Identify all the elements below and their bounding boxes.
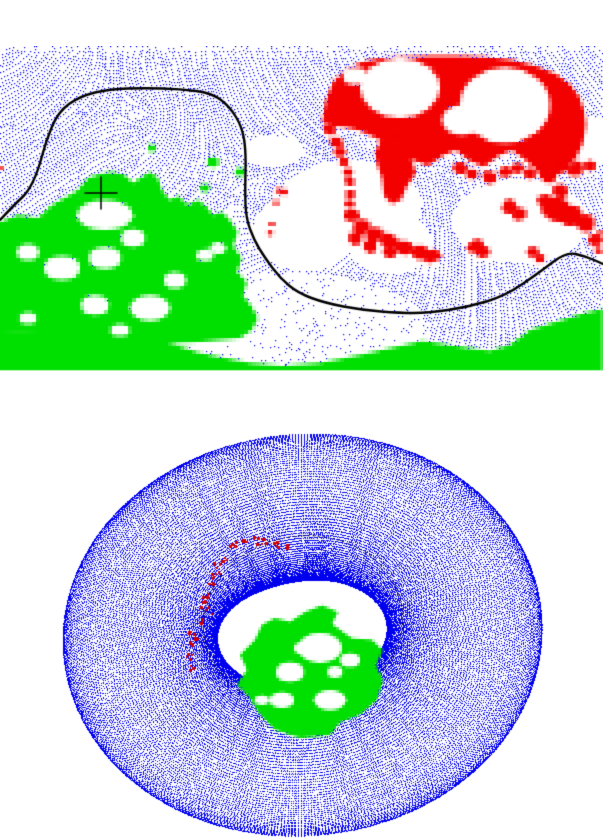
flat-map-canvas	[0, 46, 603, 371]
torus-figure	[0, 372, 603, 839]
torus-canvas	[0, 372, 603, 839]
flat-map-figure	[0, 46, 603, 371]
